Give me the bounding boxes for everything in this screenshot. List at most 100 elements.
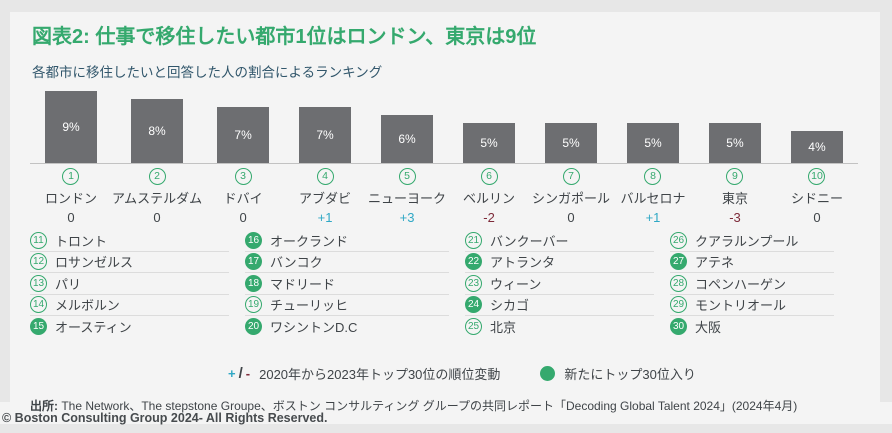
list-item: 29 モントリオール (670, 295, 834, 316)
city-label: 東京 (721, 191, 748, 206)
list-city-label: コペンハーゲン (695, 276, 787, 292)
city-label: アムステルダム (111, 191, 203, 206)
bar-value-label: 4% (808, 140, 826, 154)
list-rank-badge: 15 (30, 318, 47, 336)
list-rank-badge: 17 (245, 253, 262, 271)
bar-column: 7% 4 アブダビ +1 (284, 90, 366, 225)
bar: 7% (299, 107, 352, 163)
bar: 5% (708, 123, 761, 163)
bar-value-label: 5% (644, 136, 662, 150)
rank-change: 0 (567, 210, 575, 225)
list-rank-badge: 22 (465, 253, 482, 271)
list-city-label: クアラルンプール (695, 233, 799, 249)
content-card (10, 12, 880, 424)
list-rank-badge: 29 (670, 296, 687, 314)
list-item: 18 マドリード (245, 273, 449, 295)
x-axis-line (30, 163, 858, 164)
bar: 5% (545, 123, 597, 163)
list-city-label: バンコク (270, 255, 323, 271)
source-text: The Network、The stepstone Groupe、ボストン コン… (58, 399, 798, 413)
bar-value-label: 5% (480, 136, 498, 150)
bar: 7% (217, 107, 270, 163)
new-entry-dot-icon (540, 366, 556, 381)
list-item: 12 ロサンゼルス (30, 252, 229, 273)
rank-change: 0 (813, 210, 821, 225)
rank-change: 0 (67, 210, 75, 225)
list-item: 16 オークランド (245, 230, 449, 252)
city-label: シンガポール (532, 191, 611, 206)
city-label: シドニー (790, 191, 843, 206)
city-label: バルセロナ (620, 191, 686, 206)
list-city-label: オースティン (55, 320, 132, 336)
rank-badge: 2 (148, 168, 166, 185)
bar: 9% (44, 91, 97, 163)
list-city-label: ロサンゼルス (55, 255, 134, 271)
source-line: 出所: The Network、The stepstone Groupe、ボスト… (30, 397, 797, 414)
list-rank-badge: 21 (465, 231, 482, 249)
list-item: 24 シカゴ (465, 295, 654, 316)
list-rank-badge: 24 (465, 296, 482, 314)
footer-strip (0, 402, 892, 424)
city-label: ドバイ (223, 191, 263, 206)
bar-value-label: 7% (316, 128, 334, 142)
list-item: 25 北京 (465, 316, 654, 338)
rank-change: +3 (399, 210, 415, 225)
rank-badge: 7 (562, 168, 580, 185)
list-item: 13 パリ (30, 273, 229, 295)
list-rank-badge: 26 (670, 231, 687, 249)
bar-value-label: 9% (62, 120, 80, 134)
bar-chart: 9% 1 ロンドン 0 8% 2 アムステルダム 0 7% 3 ドバイ 0 7%… (30, 90, 858, 225)
bar-value-label: 7% (234, 128, 252, 142)
legend-slash: / (238, 365, 243, 382)
list-item: 27 アテネ (670, 252, 834, 273)
bar-column: 5% 9 東京 -3 (694, 90, 776, 225)
legend-minus-sign: - (245, 366, 251, 381)
list-item: 14 メルボルン (30, 295, 229, 316)
list-rank-badge: 23 (465, 274, 482, 292)
list-city-label: 大阪 (695, 320, 722, 336)
list-rank-badge: 27 (670, 253, 687, 271)
list-city-label: メルボルン (55, 298, 120, 314)
list-city-label: アテネ (695, 255, 735, 271)
bar-column: 4% 10 シドニー 0 (776, 90, 858, 225)
ranking-list-11-30: 11 トロント 12 ロサンゼルス 13 パリ 14 メルボルン 15 オースティン 16… (30, 230, 850, 338)
bar-column: 5% 8 バルセロナ +1 (612, 90, 694, 225)
bar-column: 8% 2 アムステルダム 0 (112, 90, 202, 225)
list-rank-badge: 18 (245, 274, 262, 292)
list-city-label: ワシントンD.C (270, 320, 358, 336)
list-item: 28 コペンハーゲン (670, 273, 834, 295)
bar-value-label: 5% (562, 136, 580, 150)
list-city-label: モントリオール (695, 298, 787, 314)
rank-badge: 6 (480, 168, 498, 185)
list-city-label: マドリード (270, 276, 336, 292)
list-item: 30 大阪 (670, 316, 834, 338)
rank-badge: 4 (316, 168, 334, 185)
legend-change-label: 2020年から2023年トップ30位の順位変動 (259, 367, 501, 382)
city-label: ニューヨーク (368, 191, 447, 206)
rank-change: -2 (483, 210, 495, 225)
list-rank-badge: 11 (30, 231, 47, 249)
rank-badge: 5 (398, 168, 416, 185)
bar: 6% (381, 115, 434, 163)
city-label: ロンドン (44, 191, 97, 206)
list-city-label: チューリッヒ (270, 298, 349, 314)
list-rank-badge: 13 (30, 274, 47, 292)
legend: + / - 2020年から2023年トップ30位の順位変動 新たにトップ30位入… (228, 364, 696, 383)
bar-column: 6% 5 ニューヨーク +3 (366, 90, 448, 225)
list-item: 17 バンコク (245, 252, 449, 273)
list-rank-badge: 16 (245, 231, 262, 249)
list-city-label: トロント (55, 233, 108, 249)
list-rank-badge: 25 (465, 318, 482, 336)
list-item: 20 ワシントンD.C (245, 316, 449, 338)
list-rank-badge: 30 (670, 318, 687, 336)
page-subtitle: 各都市に移住したいと回答した人の割合によるランキング (32, 65, 383, 80)
list-item: 19 チューリッヒ (245, 295, 449, 316)
rank-badge: 8 (644, 168, 662, 185)
bar-column: 5% 6 ベルリン -2 (448, 90, 530, 225)
list-item: 11 トロント (30, 230, 229, 252)
rank-change: -3 (729, 210, 741, 225)
list-city-label: アトランタ (490, 255, 556, 271)
rank-change: 0 (153, 210, 161, 225)
rank-badge: 3 (234, 168, 252, 185)
list-city-label: パリ (55, 276, 82, 292)
